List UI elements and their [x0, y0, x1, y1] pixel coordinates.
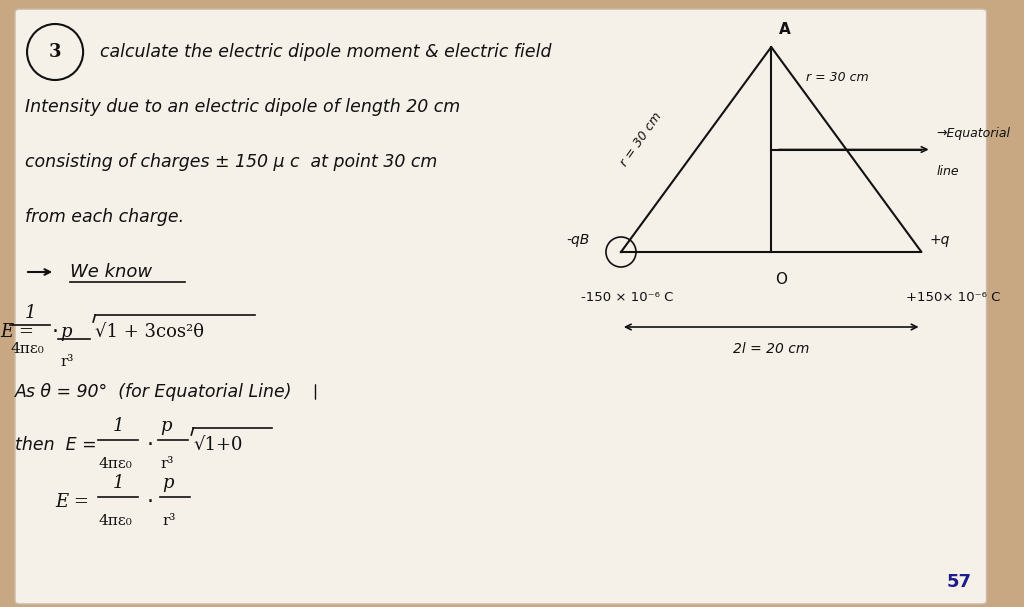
Text: +q: +q — [930, 233, 950, 247]
Text: r = 30 cm: r = 30 cm — [617, 110, 665, 169]
Text: ·: · — [146, 435, 154, 455]
Text: r³: r³ — [60, 355, 74, 369]
Text: p: p — [160, 417, 172, 435]
Text: p: p — [60, 323, 72, 341]
Text: +150× 10⁻⁶ C: +150× 10⁻⁶ C — [906, 291, 1000, 304]
Text: 57: 57 — [946, 573, 972, 591]
Text: O: O — [775, 272, 787, 287]
Text: r³: r³ — [160, 457, 174, 471]
Text: -qB: -qB — [566, 233, 589, 247]
Text: 1: 1 — [113, 474, 124, 492]
Text: r³: r³ — [162, 514, 176, 528]
Text: We know: We know — [70, 263, 153, 281]
Text: A: A — [779, 22, 791, 37]
Text: 1: 1 — [25, 304, 36, 322]
Text: ·: · — [51, 322, 58, 342]
Text: -150 × 10⁻⁶ C: -150 × 10⁻⁶ C — [581, 291, 674, 304]
FancyBboxPatch shape — [15, 9, 986, 604]
Text: line: line — [937, 164, 959, 177]
Text: √1 + 3cos²θ: √1 + 3cos²θ — [95, 323, 204, 341]
Text: 1: 1 — [113, 417, 124, 435]
Text: E =: E = — [0, 323, 34, 341]
Text: p: p — [162, 474, 174, 492]
Text: As θ = 90°  (for Equatorial Line): As θ = 90° (for Equatorial Line) — [15, 383, 293, 401]
Text: 3: 3 — [49, 43, 61, 61]
Text: 4πε₀: 4πε₀ — [98, 457, 132, 471]
Text: consisting of charges ± 150 μ c  at point 30 cm: consisting of charges ± 150 μ c at point… — [25, 153, 437, 171]
Text: √1+0: √1+0 — [194, 436, 243, 454]
Text: from each charge.: from each charge. — [25, 208, 184, 226]
Text: E =: E = — [55, 493, 89, 511]
Text: Intensity due to an electric dipole of length 20 cm: Intensity due to an electric dipole of l… — [25, 98, 460, 116]
Text: 4πε₀: 4πε₀ — [10, 342, 44, 356]
Text: r = 30 cm: r = 30 cm — [806, 70, 869, 84]
Text: 2l = 20 cm: 2l = 20 cm — [733, 342, 809, 356]
Text: calculate the electric dipole moment & electric field: calculate the electric dipole moment & e… — [100, 43, 552, 61]
Text: →Equatorial: →Equatorial — [937, 126, 1011, 140]
Text: 4πε₀: 4πε₀ — [98, 514, 132, 528]
Text: ·: · — [146, 492, 154, 512]
Text: then  E =: then E = — [15, 436, 96, 454]
